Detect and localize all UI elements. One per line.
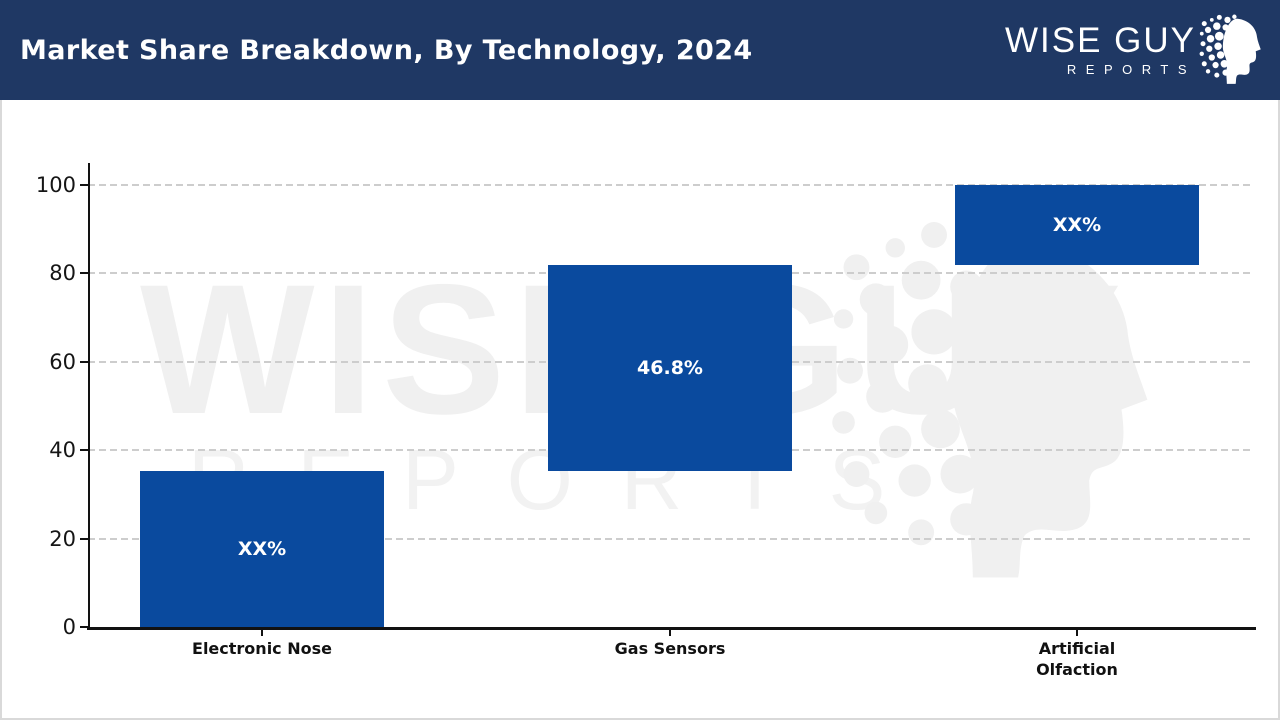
y-axis-line bbox=[88, 163, 90, 630]
wise-guy-logo: WISE GUY REPORTS bbox=[1005, 11, 1262, 89]
x-tick-mark bbox=[261, 630, 263, 636]
y-tick-mark bbox=[80, 537, 88, 540]
y-tick-label: 80 bbox=[49, 261, 76, 286]
x-category-label: Artificial Olfaction bbox=[1036, 639, 1118, 679]
page-title: Market Share Breakdown, By Technology, 2… bbox=[20, 34, 753, 66]
y-tick-mark bbox=[80, 272, 88, 275]
x-category-label: Electronic Nose bbox=[192, 639, 332, 658]
x-tick-mark bbox=[1076, 630, 1078, 636]
bar-value-label: XX% bbox=[1052, 213, 1102, 236]
y-tick-label: 40 bbox=[49, 438, 76, 463]
y-tick-label: 20 bbox=[49, 526, 76, 551]
x-tick-mark bbox=[669, 630, 671, 636]
y-tick-label: 60 bbox=[49, 349, 76, 374]
bar-segment: XX% bbox=[140, 471, 384, 627]
x-axis-line bbox=[87, 627, 1256, 630]
y-tick-label: 100 bbox=[35, 173, 76, 198]
header-bar: Market Share Breakdown, By Technology, 2… bbox=[0, 0, 1280, 100]
y-tick-label: 0 bbox=[62, 615, 76, 639]
x-category-label: Gas Sensors bbox=[614, 639, 726, 658]
logo-wordmark: WISE GUY REPORTS bbox=[1005, 23, 1196, 77]
bar-value-label: XX% bbox=[237, 538, 287, 561]
y-tick-mark bbox=[80, 449, 88, 452]
bar-segment: XX% bbox=[955, 185, 1199, 265]
bar-value-label: 46.8% bbox=[637, 357, 703, 380]
y-gridline bbox=[88, 184, 1253, 187]
y-tick-mark bbox=[80, 184, 88, 187]
y-gridline bbox=[88, 537, 1253, 540]
logo-head-icon bbox=[1199, 14, 1261, 84]
logo-wordmark-bottom: REPORTS bbox=[1066, 62, 1196, 77]
bar-segment: 46.8% bbox=[548, 264, 792, 472]
logo-wordmark-top: WISE GUY bbox=[1004, 21, 1196, 60]
y-tick-mark bbox=[80, 360, 88, 363]
y-tick-mark bbox=[80, 626, 88, 628]
